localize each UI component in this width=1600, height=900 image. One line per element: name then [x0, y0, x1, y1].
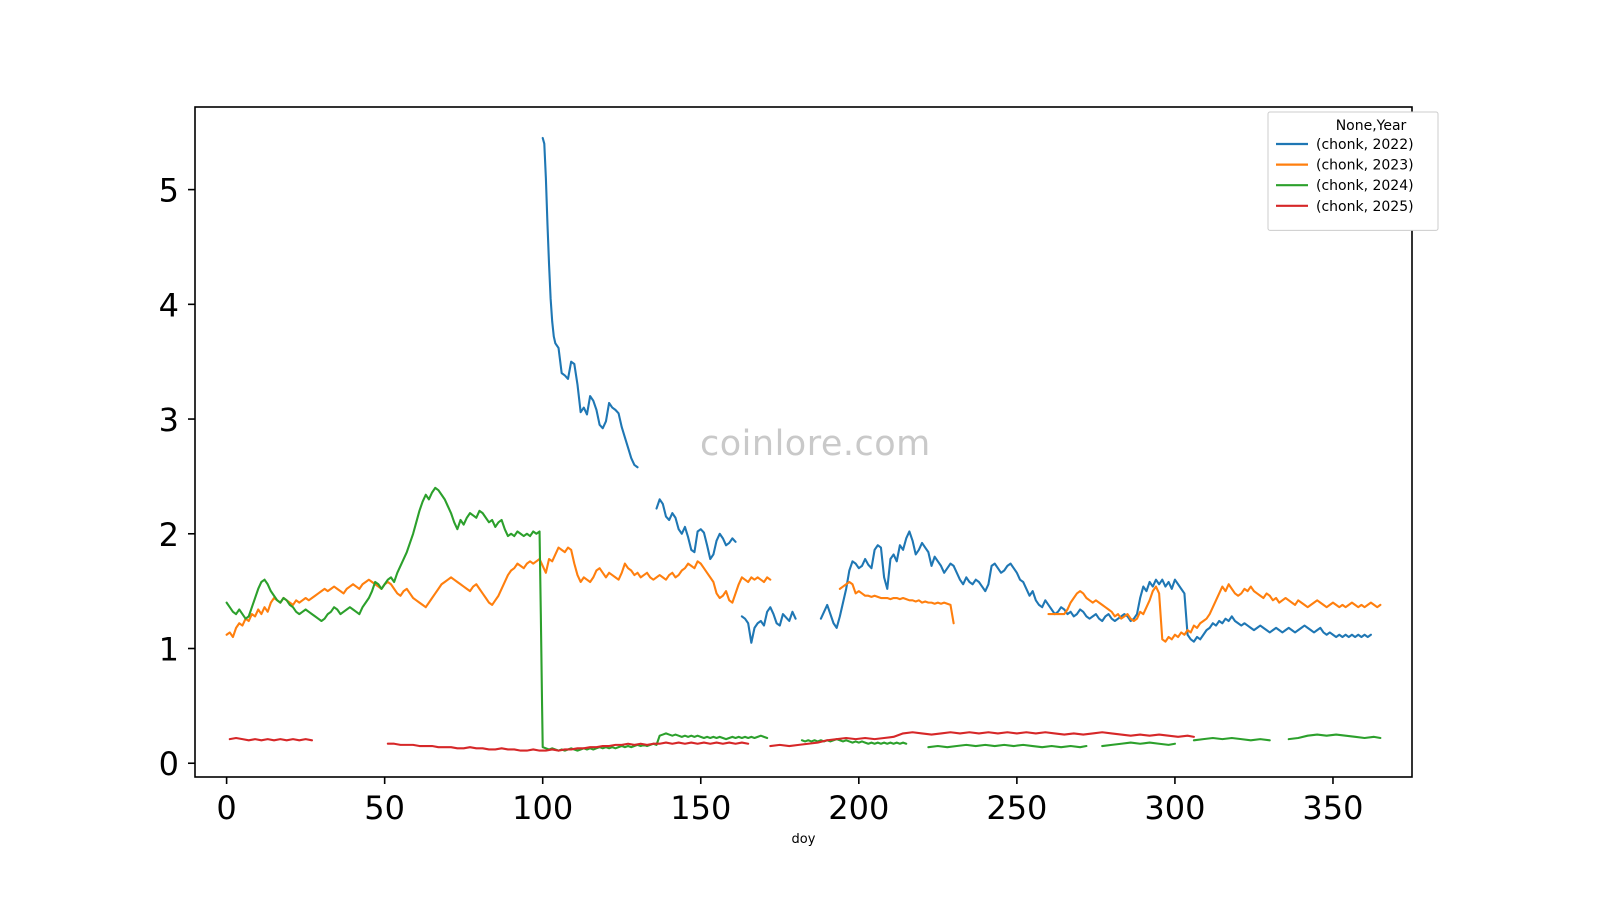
y-tick-label: 4: [159, 286, 179, 324]
x-tick-label: 350: [1302, 789, 1363, 827]
y-tick-label: 2: [159, 516, 179, 554]
y-tick-label: 0: [159, 745, 179, 783]
series-line-segment: [1287, 733, 1382, 741]
series-chonk-2022: [541, 136, 1372, 644]
series-line-segment: [740, 606, 797, 644]
x-tick-label: 100: [512, 789, 573, 827]
legend: None,Year (chonk, 2022) (chonk, 2023) (chon…: [1267, 111, 1439, 231]
axis-tick-labels: 0 50 100 150 200 250 300 350 0 1 2 3 4 5: [159, 172, 1364, 827]
x-tick-label: 200: [828, 789, 889, 827]
y-tick-label: 3: [159, 401, 179, 439]
legend-title: None,Year: [1336, 118, 1407, 134]
series-line-segment: [800, 738, 908, 745]
axis-ticks: [188, 188, 1334, 784]
series-line-segment: [225, 546, 772, 639]
series-chonk-2025: [228, 731, 1195, 752]
x-tick-label: 150: [670, 789, 731, 827]
plot-frame: [194, 106, 1413, 778]
legend-box: [1267, 111, 1439, 231]
legend-label: (chonk, 2025): [1316, 199, 1414, 215]
series-line-segment: [541, 136, 639, 469]
data-series-group: [225, 136, 1382, 752]
series-line-segment: [225, 486, 769, 752]
x-tick-label: 250: [986, 789, 1047, 827]
series-chonk-2024: [225, 486, 1382, 752]
x-tick-label: 0: [216, 789, 236, 827]
series-chonk-2023: [225, 546, 1382, 643]
x-axis-label: doy: [792, 832, 816, 847]
series-line-segment: [769, 731, 1195, 748]
x-tick-label: 50: [364, 789, 405, 827]
y-tick-label: 5: [159, 172, 179, 210]
series-line-segment: [228, 736, 314, 742]
legend-label: (chonk, 2024): [1316, 178, 1414, 194]
y-tick-label: 1: [159, 631, 179, 669]
series-line-segment: [838, 580, 955, 625]
axes-spines: [194, 106, 1413, 778]
series-line-segment: [386, 741, 750, 752]
x-axis-label-group: doy: [792, 832, 816, 847]
series-line-segment: [1101, 741, 1176, 748]
x-tick-label: 300: [1144, 789, 1205, 827]
legend-label: (chonk, 2022): [1316, 137, 1414, 153]
series-line-segment: [1192, 736, 1271, 742]
series-line-segment: [927, 743, 1088, 749]
legend-label: (chonk, 2023): [1316, 158, 1414, 174]
series-line-segment: [819, 530, 1372, 643]
series-line-segment: [1047, 583, 1382, 643]
watermark-coinlore: coinlore.com: [700, 424, 931, 464]
series-line-segment: [655, 498, 737, 561]
